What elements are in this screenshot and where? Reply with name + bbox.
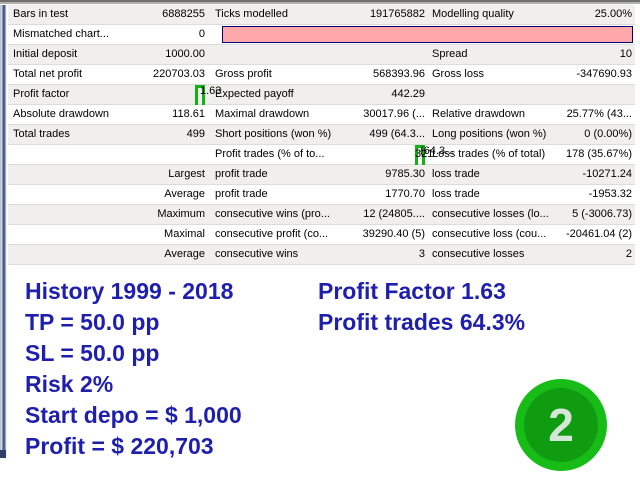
stat-label: consecutive wins: [215, 248, 299, 260]
stat-label: profit trade: [215, 188, 268, 200]
stat-value: 499: [186, 128, 205, 140]
stat-value: 1770.70: [385, 188, 425, 200]
stat-label: consecutive wins (pro...: [215, 208, 330, 220]
stat-value: 118.61: [172, 108, 205, 120]
stat-label: consecutive losses (lo...: [432, 208, 549, 220]
stat-label: Maximal: [164, 228, 205, 240]
stat-value: 39290.40 (5): [362, 228, 425, 240]
stat-value: 30017.96 (...: [363, 108, 425, 120]
step-number: 2: [548, 399, 574, 451]
stat-label: Initial deposit: [13, 48, 78, 60]
stat-value: 25.77% (43...: [566, 108, 632, 120]
window-left-border: [0, 0, 8, 457]
stat-value: 6888255: [162, 8, 205, 20]
stat-value: 321 (64.3...: [415, 145, 454, 170]
stat-label: Gross loss: [432, 68, 484, 80]
stat-value: 191765882: [369, 8, 425, 20]
report-table: Bars in test 6888255 Ticks modelled 1917…: [8, 5, 635, 265]
stat-label: Gross profit: [215, 68, 272, 80]
stat-label: Absolute drawdown: [13, 108, 110, 120]
stat-value: 12 (24805....: [363, 208, 425, 220]
stat-label: Long positions (won %): [432, 128, 547, 140]
stat-label: Maximum: [157, 208, 205, 220]
stat-value: 1.63: [200, 85, 222, 97]
table-row: Profit factor 1.63 Expected payoff 442.2…: [8, 85, 635, 110]
stat-label: loss trade: [432, 188, 480, 200]
stat-label: Profit trades (% of to...: [215, 148, 325, 160]
annotation-line: Start depo = $ 1,000: [25, 402, 242, 428]
table-row: Largest profit trade 9785.30 loss trade …: [8, 165, 635, 185]
stat-label: Expected payoff: [215, 88, 294, 100]
stat-label: Modelling quality: [432, 8, 514, 20]
stat-label: consecutive loss (cou...: [432, 228, 547, 240]
table-row: Profit trades (% of to... 321 (64.3... L…: [8, 145, 635, 170]
table-row: Average profit trade 1770.70 loss trade …: [8, 185, 635, 205]
step-number-badge: 2: [515, 379, 607, 471]
stat-label: consecutive losses: [432, 248, 525, 260]
stat-value: 0 (0.00%): [584, 128, 632, 140]
stat-label: Average: [164, 188, 205, 200]
table-row: Maximal consecutive profit (co... 39290.…: [8, 225, 635, 245]
table-row: Total net profit 220703.03 Gross profit …: [8, 65, 635, 85]
step-number-badge-inner: 2: [524, 388, 598, 462]
stat-label: Largest: [168, 168, 205, 180]
table-row: Bars in test 6888255 Ticks modelled 1917…: [8, 5, 635, 25]
stat-value: 499 (64.3...: [369, 128, 425, 140]
stat-value: -347690.93: [576, 68, 632, 80]
stat-value: -20461.04 (2): [565, 228, 632, 240]
stat-label: Maximal drawdown: [215, 108, 310, 120]
stat-value: 0: [198, 28, 205, 40]
window-top-border: [0, 0, 640, 5]
annotation-line: Profit Factor 1.63: [318, 278, 506, 304]
stat-value: -10271.24: [582, 168, 632, 180]
table-row: Absolute drawdown 118.61 Maximal drawdow…: [8, 105, 635, 125]
stat-value: 3: [418, 248, 425, 260]
stat-value: 442.29: [391, 88, 425, 100]
stat-value: 220703.03: [153, 68, 205, 80]
stat-value: 1000.00: [165, 48, 205, 60]
stat-label: Total net profit: [13, 68, 83, 80]
stat-value: 568393.96: [373, 68, 425, 80]
stat-value: 25.00%: [594, 8, 632, 20]
profit-trades-percent: (64.3...: [420, 145, 455, 157]
annotation-left-block: History 1999 - 2018 TP = 50.0 pp SL = 50…: [25, 276, 242, 462]
table-row: Initial deposit 1000.00 Spread 10: [8, 45, 635, 65]
stat-value: 1.63: [195, 85, 221, 110]
mismatched-errors-bar: [222, 26, 633, 43]
table-row: Average consecutive wins 3 consecutive l…: [8, 245, 635, 265]
stat-label: Average: [164, 248, 205, 260]
annotation-line: Profit = $ 220,703: [25, 433, 214, 459]
stat-label: Bars in test: [13, 8, 69, 20]
annotation-line: Risk 2%: [25, 371, 114, 397]
annotation-line: History 1999 - 2018: [25, 278, 234, 304]
profit-trades-count: 321: [415, 148, 434, 160]
table-row: Total trades 499 Short positions (won %)…: [8, 125, 635, 145]
stat-label: Total trades: [13, 128, 70, 140]
annotation-right-block: Profit Factor 1.63 Profit trades 64.3%: [318, 276, 525, 338]
stat-value: 2: [625, 248, 632, 260]
annotation-line: Profit trades 64.3%: [318, 309, 526, 335]
stat-value: -1953.32: [588, 188, 632, 200]
stat-label: profit trade: [215, 168, 268, 180]
stat-label: Profit factor: [13, 88, 70, 100]
stat-label: Ticks modelled: [215, 8, 288, 20]
annotation-line: TP = 50.0 pp: [25, 309, 160, 335]
table-row: Maximum consecutive wins (pro... 12 (248…: [8, 205, 635, 225]
stat-value: 10: [619, 48, 632, 60]
stat-label: Relative drawdown: [432, 108, 525, 120]
stat-label: consecutive profit (co...: [215, 228, 329, 240]
stat-label: loss trade: [432, 168, 480, 180]
stat-label: Short positions (won %): [215, 128, 332, 140]
stat-label: Spread: [432, 48, 468, 60]
stat-label: Loss trades (% of total): [432, 148, 546, 160]
stat-value: 5 (-3006.73): [572, 208, 632, 220]
window-border-fragment: [0, 450, 6, 458]
annotation-line: SL = 50.0 pp: [25, 340, 160, 366]
stat-value: 9785.30: [385, 168, 425, 180]
stat-label: Mismatched chart...: [13, 28, 109, 40]
stat-value: 178 (35.67%): [565, 148, 632, 160]
